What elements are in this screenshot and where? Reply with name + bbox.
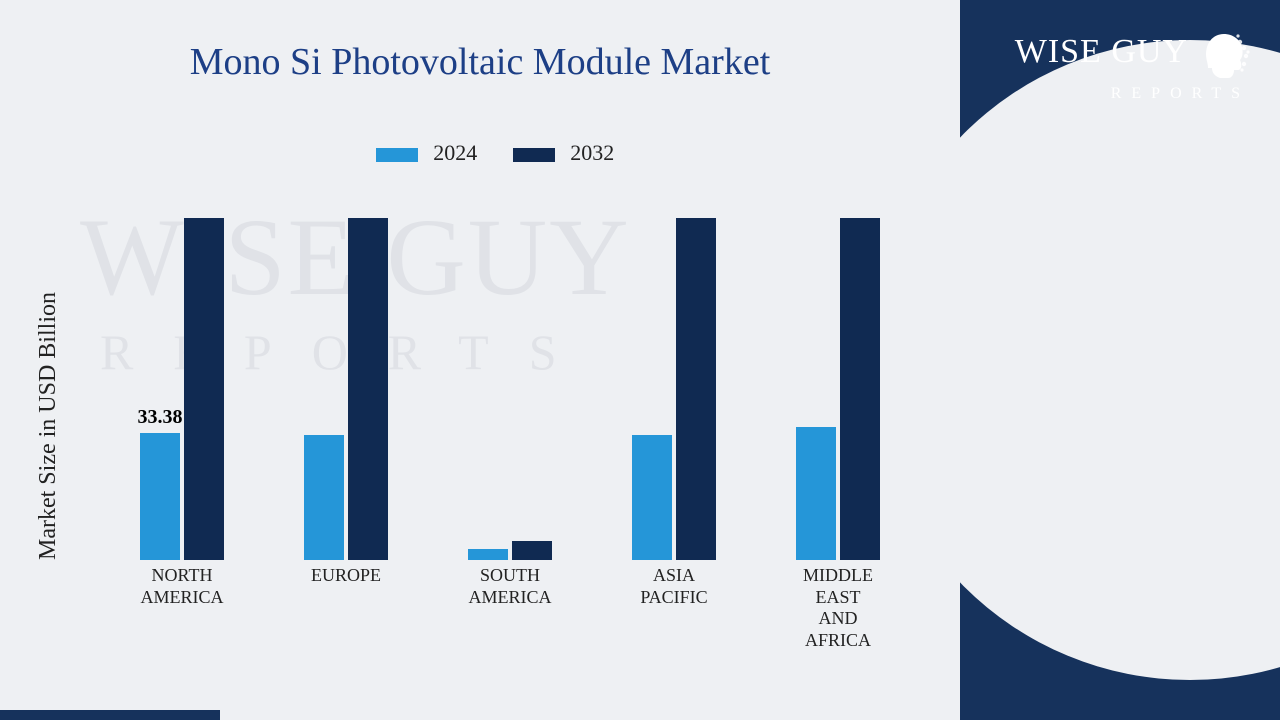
bar-2024: [632, 435, 672, 560]
y-axis-label: Market Size in USD Billion: [35, 292, 62, 560]
logo-line1: WISE GUY: [1015, 33, 1188, 70]
bar-2024: [468, 549, 508, 560]
plot-area: 33.38: [100, 180, 920, 560]
bar-2032: [512, 541, 552, 560]
bar-2032: [676, 218, 716, 560]
footer-accent-bar: [0, 710, 220, 720]
bar-2032: [840, 218, 880, 560]
category-label: NORTHAMERICA: [112, 565, 252, 608]
canvas: WISE GUY REPORTS WISE GUY REPORTS Mono S…: [0, 0, 1280, 720]
data-label: 33.38: [120, 406, 200, 429]
decorative-ellipse: [870, 40, 1280, 680]
brand-logo: WISE GUY REPORTS: [1015, 30, 1250, 103]
head-icon: [1198, 30, 1250, 87]
brand-sidebar: [960, 0, 1280, 720]
bar-2024: [796, 427, 836, 560]
chart-area: 33.38 NORTHAMERICAEUROPESOUTHAMERICAASIA…: [100, 160, 920, 560]
chart-title: Mono Si Photovoltaic Module Market: [0, 40, 960, 84]
bar-2024: [140, 433, 180, 560]
category-label: EUROPE: [276, 565, 416, 587]
category-label: ASIAPACIFIC: [604, 565, 744, 608]
bar-2032: [184, 218, 224, 560]
bar-2032: [348, 218, 388, 560]
category-label: MIDDLEEASTANDAFRICA: [768, 565, 908, 651]
logo-line2: REPORTS: [1015, 85, 1250, 103]
category-label: SOUTHAMERICA: [440, 565, 580, 608]
bar-2024: [304, 435, 344, 560]
